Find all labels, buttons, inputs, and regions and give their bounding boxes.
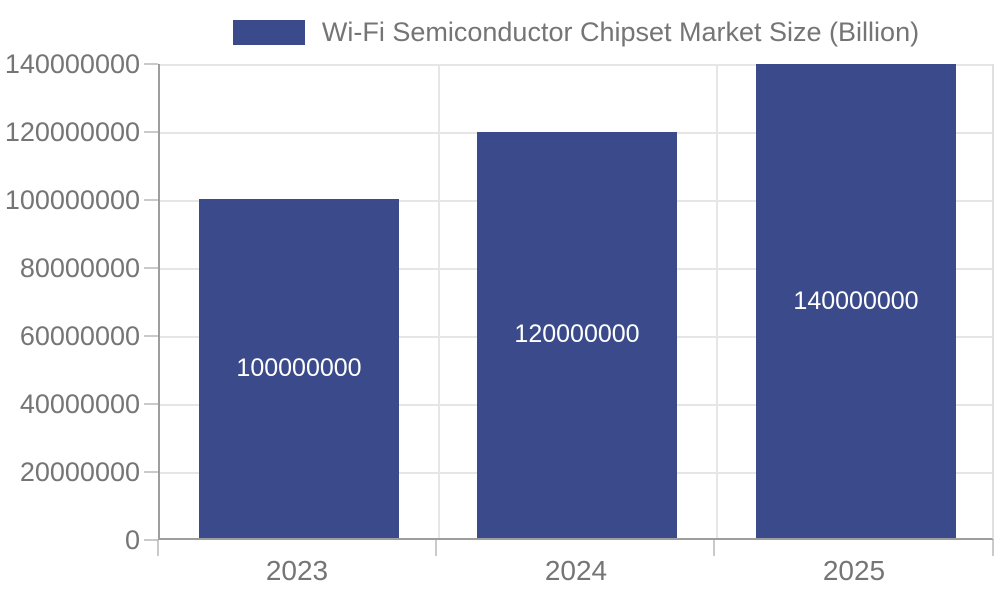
y-tick-mark [144, 267, 158, 269]
legend-swatch [232, 19, 305, 45]
y-tick-label: 40000000 [19, 389, 140, 419]
y-tick-label: 140000000 [4, 49, 140, 79]
y-tick-mark [144, 471, 158, 473]
bar-value-label: 100000000 [236, 354, 362, 383]
y-tick-mark [144, 199, 158, 201]
gridline-vertical [438, 64, 440, 538]
legend-label: Wi-Fi Semiconductor Chipset Market Size … [321, 16, 920, 47]
y-tick-label: 60000000 [19, 321, 140, 351]
y-tick-label: 80000000 [19, 253, 140, 283]
y-tick-mark [144, 539, 158, 541]
y-tick-mark [144, 63, 158, 65]
bar-2025[interactable]: 140000000 [756, 64, 956, 538]
x-tick-mark [157, 540, 159, 556]
bar-2023[interactable]: 100000000 [199, 199, 399, 538]
x-tick-mark [435, 540, 437, 556]
bar-2024[interactable]: 120000000 [477, 131, 677, 538]
legend[interactable]: Wi-Fi Semiconductor Chipset Market Size … [158, 12, 994, 52]
y-tick-mark [144, 403, 158, 405]
bar-value-label: 120000000 [514, 320, 640, 349]
gridline-vertical [716, 64, 718, 538]
plot-area: 100000000 120000000 140000000 [158, 64, 994, 540]
y-tick-label: 0 [124, 525, 140, 555]
y-tick-label: 100000000 [4, 185, 140, 215]
x-tick-label-2025: 2025 [822, 555, 886, 586]
y-tick-mark [144, 335, 158, 337]
gridline-horizontal [160, 64, 992, 66]
bar-value-label: 140000000 [793, 286, 919, 315]
y-tick-mark [144, 131, 158, 133]
y-tick-label: 120000000 [4, 117, 140, 147]
x-tick-mark [713, 540, 715, 556]
x-tick-mark [992, 540, 994, 556]
y-tick-label: 20000000 [19, 457, 140, 487]
x-tick-label-2023: 2023 [265, 555, 329, 586]
x-tick-label-2024: 2024 [544, 555, 608, 586]
